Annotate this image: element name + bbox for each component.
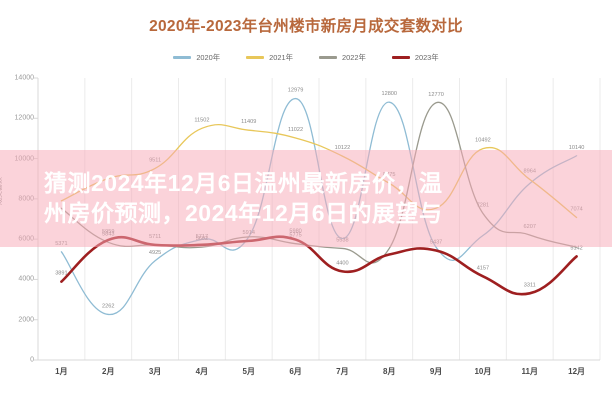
legend-item-2022年[interactable]: 2022年: [319, 52, 366, 63]
data-label: 5959: [102, 229, 114, 235]
legend-swatch-icon: [246, 56, 265, 59]
y-axis-tick: 6000: [18, 235, 34, 243]
x-axis-tick: 1月: [55, 367, 68, 376]
data-label: 8775: [383, 172, 395, 178]
y-axis-tick: 4000: [18, 275, 34, 283]
data-label: 6207: [524, 224, 536, 230]
data-label: 5980: [289, 229, 301, 235]
data-label: 10122: [335, 145, 351, 151]
data-label: 4400: [336, 260, 348, 266]
x-axis-tick-labels: 1月 2月 3月 4月 5月 6月 7月 8月 9月 10月 11月 12月: [38, 366, 600, 386]
x-axis-tick: 4月: [195, 367, 209, 376]
data-label: 7074: [570, 207, 582, 213]
data-label: 5914: [243, 230, 255, 236]
y-axis-tick: 0: [30, 356, 34, 364]
data-label: 8964: [524, 168, 536, 174]
x-axis-tick: 6月: [289, 367, 302, 376]
x-axis-tick: 8月: [383, 367, 396, 376]
data-label: 4925: [149, 250, 161, 256]
chart-title: 2020年-2023年台州楼市新房月成交套数对比: [149, 18, 463, 35]
legend-item-2021年[interactable]: 2021年: [246, 52, 293, 63]
x-axis-tick: 3月: [148, 367, 162, 376]
data-label: 3311: [524, 282, 536, 288]
y-axis-title: 成交套数: [0, 177, 3, 205]
x-axis-tick: 9月: [429, 367, 443, 376]
chart-legend: 2020年 2021年 2022年 2023年: [0, 52, 612, 63]
data-label: 12770: [428, 92, 444, 98]
data-label: 5437: [430, 239, 442, 245]
data-label: 5142: [570, 245, 582, 251]
legend-item-2023年[interactable]: 2023年: [391, 52, 439, 63]
x-axis-tick: 2月: [102, 367, 115, 376]
y-axis-tick: 14000: [14, 74, 34, 82]
data-label: 5717: [196, 234, 208, 240]
data-label: 11409: [241, 119, 256, 125]
data-label: 10492: [475, 138, 491, 144]
data-label: 5371: [55, 241, 67, 247]
y-axis-tick: 12000: [14, 114, 34, 122]
legend-label: 2023年: [414, 53, 439, 62]
legend-label: 2021年: [269, 53, 293, 62]
data-label: 3891: [55, 271, 67, 277]
data-label: 5538: [336, 237, 348, 243]
data-label: 10140: [569, 145, 585, 151]
data-label: 12979: [288, 88, 304, 94]
legend-label: 2022年: [342, 53, 366, 62]
data-label: 11022: [288, 127, 303, 133]
legend-item-2020年[interactable]: 2020年: [173, 52, 220, 63]
legend-swatch-icon: [319, 56, 337, 59]
x-axis-tick: 7月: [336, 367, 349, 376]
data-label: 12800: [381, 91, 397, 97]
x-axis-tick: 10月: [474, 367, 492, 376]
data-label: 5711: [149, 234, 161, 240]
chart-svg: 5371 2262 4925 12979 12800 10140 9511 11502 1140…: [34, 77, 601, 361]
data-label: 2262: [102, 303, 114, 309]
data-label: 9511: [149, 157, 161, 163]
x-axis-tick: 5月: [242, 367, 255, 376]
legend-label: 2020年: [196, 53, 221, 62]
legend-swatch-icon: [173, 56, 192, 59]
y-axis-tick: 2000: [18, 316, 34, 324]
y-axis-tick: 8000: [18, 195, 34, 203]
x-axis-tick: 11月: [521, 367, 538, 376]
plot-area: 5371 2262 4925 12979 12800 10140 9511 11502 1140…: [34, 77, 601, 361]
data-label: 7281: [477, 202, 489, 208]
y-axis-tick: 10000: [14, 155, 34, 163]
y-axis-tick-labels: 0 2000 4000 6000 8000 10000 12000 14000: [0, 74, 34, 364]
legend-swatch-icon: [391, 56, 410, 59]
data-label: 4157: [477, 265, 489, 271]
data-label: 11502: [194, 117, 209, 123]
x-axis-tick: 12月: [568, 367, 586, 376]
